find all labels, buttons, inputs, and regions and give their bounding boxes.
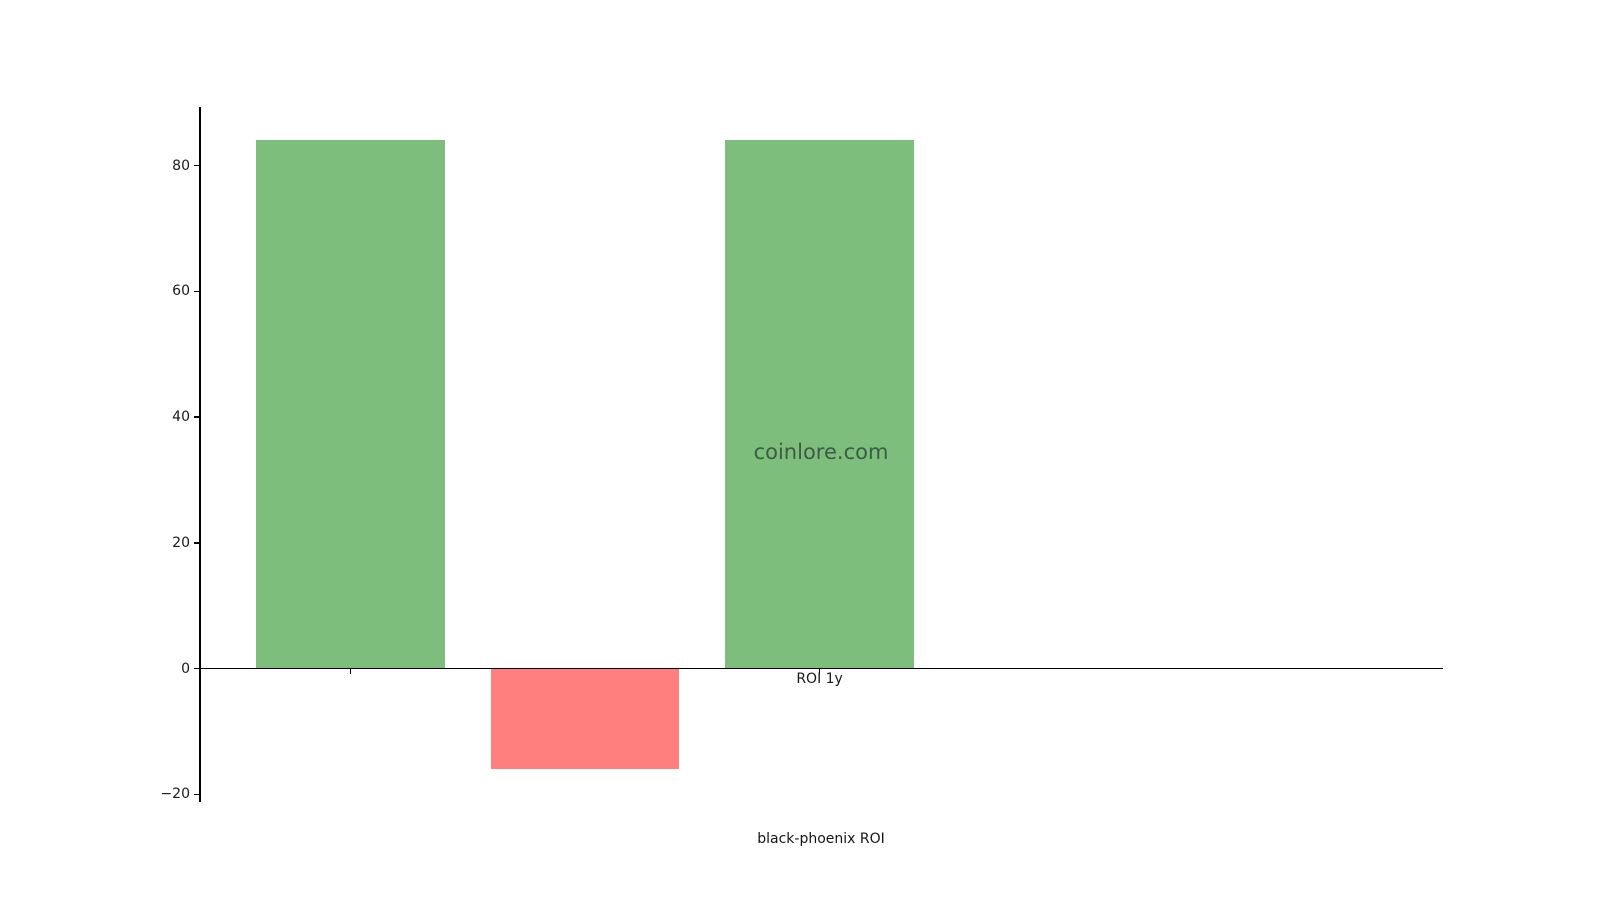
y-tick-mark [194,793,200,795]
y-tick-label: 20 [172,534,190,551]
y-tick-mark [194,290,200,292]
x-tick-label: ROI 1y [796,671,843,687]
watermark-text: coinlore.com [753,440,889,464]
y-tick-label: 60 [172,283,190,300]
y-tick-mark [194,667,200,670]
y-tick-label: 0 [181,660,190,677]
y-tick-label: 80 [172,157,190,174]
y-tick-mark [194,416,200,418]
x-axis-line [199,667,1443,670]
y-tick-mark [194,164,200,167]
y-tick-label: 40 [172,409,190,425]
bar-0 [256,140,445,669]
bar-1 [490,668,680,770]
x-axis-label: black-phoenix ROI [757,831,885,847]
y-tick-mark [194,542,200,544]
y-axis-spine [199,107,201,802]
bar-2-roi-1y [725,140,914,669]
y-tick-label: −20 [160,786,190,803]
